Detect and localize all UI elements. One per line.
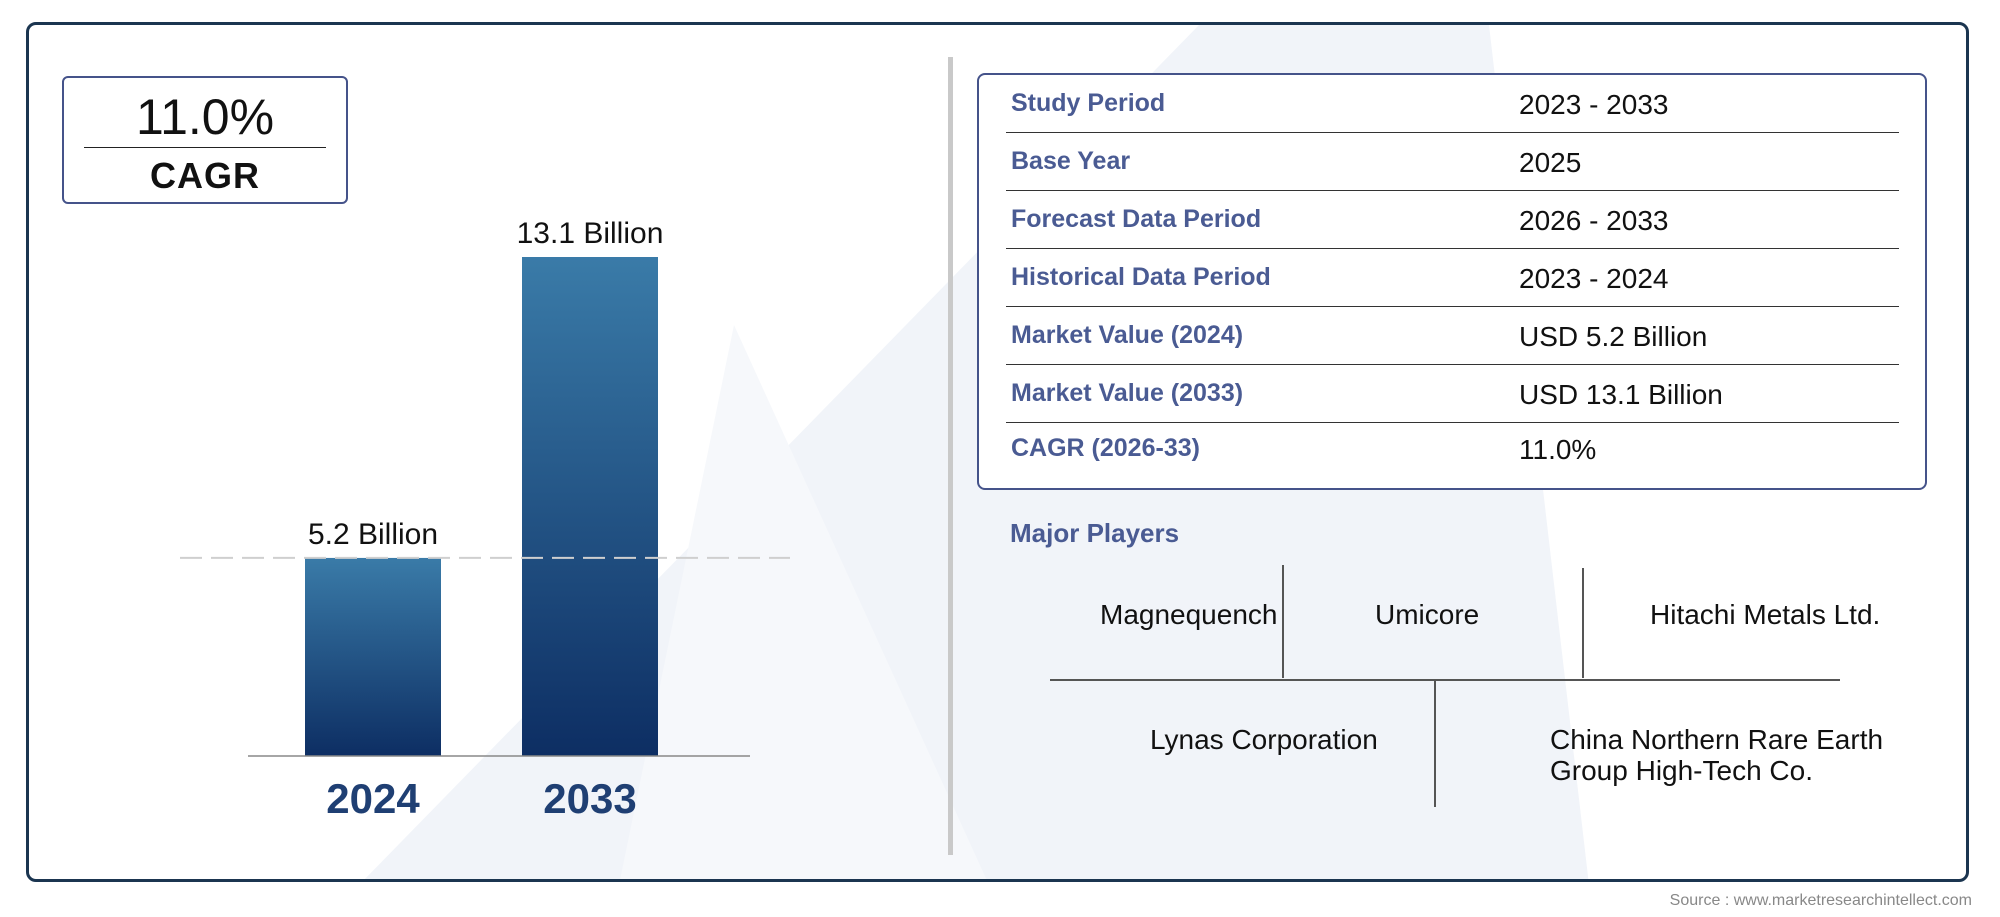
- cagr-label: CAGR: [150, 155, 260, 196]
- info-value: USD 13.1 Billion: [1519, 379, 1723, 410]
- player-lynas-corporation: Lynas Corporation: [1150, 724, 1378, 755]
- player-umicore: Umicore: [1375, 599, 1480, 630]
- player-divider: [1282, 565, 1284, 678]
- info-table: Study Period 2023 - 2033 Base Year 2025 …: [977, 73, 1927, 490]
- bar-2024: [305, 557, 441, 756]
- info-row-study-period: Study Period 2023 - 2033: [1006, 75, 1899, 133]
- cagr-box: 11.0% CAGR: [62, 76, 348, 204]
- info-row-forecast-period: Forecast Data Period 2026 - 2033: [1006, 191, 1899, 249]
- info-row-base-year: Base Year 2025: [1006, 133, 1899, 191]
- info-row-cagr: CAGR (2026-33) 11.0%: [1006, 420, 1899, 478]
- info-value: 2023 - 2033: [1519, 89, 1669, 120]
- player-china-northern-rare-earth: China Northern Rare Earth Group High-Tec…: [1550, 724, 1884, 786]
- info-label: Market Value (2033): [1011, 379, 1244, 407]
- source-credit: Source : www.marketresearchintellect.com: [1669, 892, 1972, 909]
- info-label: Base Year: [1011, 147, 1131, 175]
- bar-chart: 5.2 Billion 2024 13.1 Billion 2033: [180, 217, 790, 822]
- section-divider: [948, 57, 953, 855]
- cagr-divider: [84, 147, 326, 148]
- info-row-historical-period: Historical Data Period 2023 - 2024: [1006, 249, 1899, 307]
- bar-2033: [522, 257, 658, 756]
- player-magnequench: Magnequench: [1100, 599, 1278, 630]
- info-value: 2023 - 2024: [1519, 263, 1669, 294]
- bar-value-label: 5.2 Billion: [308, 518, 438, 551]
- x-tick-label: 2033: [543, 775, 636, 822]
- info-label: Historical Data Period: [1011, 263, 1271, 291]
- player-divider: [1582, 568, 1584, 678]
- players-row-divider: [1050, 679, 1840, 681]
- major-players-title: Major Players: [1010, 518, 1180, 548]
- info-value: 2026 - 2033: [1519, 205, 1669, 236]
- player-hitachi-metals: Hitachi Metals Ltd.: [1650, 599, 1881, 630]
- info-value: 2025: [1519, 147, 1582, 178]
- info-value: USD 5.2 Billion: [1519, 321, 1708, 352]
- info-row-market-value-2033: Market Value (2033) USD 13.1 Billion: [1006, 365, 1899, 423]
- info-label: CAGR (2026-33): [1011, 434, 1200, 462]
- bar-value-label: 13.1 Billion: [517, 217, 664, 250]
- player-divider: [1434, 681, 1436, 807]
- info-label: Forecast Data Period: [1011, 205, 1262, 233]
- x-tick-label: 2024: [326, 775, 420, 822]
- info-label: Study Period: [1011, 89, 1166, 117]
- info-label: Market Value (2024): [1011, 321, 1244, 349]
- info-value: 11.0%: [1519, 434, 1597, 465]
- info-row-market-value-2024: Market Value (2024) USD 5.2 Billion: [1006, 307, 1899, 365]
- cagr-value: 11.0%: [135, 89, 275, 145]
